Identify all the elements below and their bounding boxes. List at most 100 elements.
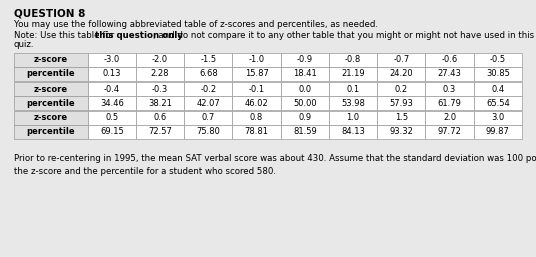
Bar [426, 82, 474, 96]
Bar [184, 67, 233, 81]
Bar [281, 125, 329, 139]
Text: -0.7: -0.7 [393, 56, 410, 65]
Text: quiz.: quiz. [14, 40, 34, 49]
Bar [14, 125, 88, 139]
Text: 0.6: 0.6 [153, 114, 167, 123]
Bar [14, 82, 88, 96]
Text: 24.20: 24.20 [390, 69, 413, 78]
Text: this question only: this question only [94, 31, 182, 40]
Bar [88, 96, 136, 110]
Bar [426, 53, 474, 67]
Text: -1.0: -1.0 [249, 56, 265, 65]
Text: 1.0: 1.0 [347, 114, 360, 123]
Text: 21.19: 21.19 [341, 69, 365, 78]
Text: -0.6: -0.6 [442, 56, 458, 65]
Bar [233, 125, 281, 139]
Text: 6.68: 6.68 [199, 69, 218, 78]
Text: -0.1: -0.1 [249, 85, 265, 94]
Bar [136, 125, 184, 139]
Bar [426, 96, 474, 110]
Bar [281, 67, 329, 81]
Text: 61.79: 61.79 [438, 98, 461, 107]
Text: 2.28: 2.28 [151, 69, 169, 78]
Bar [136, 96, 184, 110]
Text: 0.0: 0.0 [298, 85, 311, 94]
Bar [377, 96, 426, 110]
Text: 78.81: 78.81 [244, 127, 269, 136]
Text: 42.07: 42.07 [196, 98, 220, 107]
Text: 46.02: 46.02 [245, 98, 269, 107]
Bar [136, 53, 184, 67]
Bar [233, 111, 281, 125]
Bar [329, 53, 377, 67]
Bar [184, 53, 233, 67]
Text: 30.85: 30.85 [486, 69, 510, 78]
Bar [233, 67, 281, 81]
Text: -0.3: -0.3 [152, 85, 168, 94]
Bar [184, 82, 233, 96]
Text: 0.2: 0.2 [395, 85, 408, 94]
Bar [14, 96, 88, 110]
Text: z-score: z-score [34, 114, 68, 123]
Text: 69.15: 69.15 [100, 127, 124, 136]
Text: 53.98: 53.98 [341, 98, 365, 107]
Bar [377, 82, 426, 96]
Text: -0.5: -0.5 [490, 56, 506, 65]
Text: 97.72: 97.72 [438, 127, 461, 136]
Text: z-score: z-score [34, 56, 68, 65]
Text: 75.80: 75.80 [196, 127, 220, 136]
Text: -3.0: -3.0 [103, 56, 120, 65]
Text: 84.13: 84.13 [341, 127, 365, 136]
Text: 0.1: 0.1 [347, 85, 360, 94]
Text: 72.57: 72.57 [148, 127, 172, 136]
Bar [281, 111, 329, 125]
Bar [474, 125, 522, 139]
Text: z-score: z-score [34, 85, 68, 94]
Bar [14, 67, 88, 81]
Text: 1.5: 1.5 [395, 114, 408, 123]
Text: -0.2: -0.2 [200, 85, 217, 94]
Text: 0.9: 0.9 [298, 114, 311, 123]
Text: 57.93: 57.93 [390, 98, 413, 107]
Text: 15.87: 15.87 [244, 69, 269, 78]
Bar [88, 125, 136, 139]
Bar [233, 96, 281, 110]
Text: -1.5: -1.5 [200, 56, 217, 65]
Text: 38.21: 38.21 [148, 98, 172, 107]
Bar [377, 67, 426, 81]
Bar [474, 82, 522, 96]
Bar [426, 125, 474, 139]
Bar [281, 96, 329, 110]
Text: 2.0: 2.0 [443, 114, 456, 123]
Bar [281, 53, 329, 67]
Bar [377, 111, 426, 125]
Bar [474, 111, 522, 125]
Bar [184, 111, 233, 125]
Text: 93.32: 93.32 [390, 127, 413, 136]
Bar [136, 67, 184, 81]
Text: -0.9: -0.9 [297, 56, 313, 65]
Text: 0.7: 0.7 [202, 114, 215, 123]
Text: -2.0: -2.0 [152, 56, 168, 65]
Bar [233, 82, 281, 96]
Text: percentile: percentile [26, 69, 75, 78]
Bar [88, 82, 136, 96]
Bar [184, 96, 233, 110]
Bar [136, 111, 184, 125]
Bar [474, 96, 522, 110]
Text: -0.4: -0.4 [104, 85, 120, 94]
Text: , and do not compare it to any other table that you might or might not have used: , and do not compare it to any other tab… [153, 31, 534, 40]
Text: 18.41: 18.41 [293, 69, 317, 78]
Text: 65.54: 65.54 [486, 98, 510, 107]
Bar [329, 67, 377, 81]
Bar [14, 111, 88, 125]
Text: 0.13: 0.13 [102, 69, 121, 78]
Text: You may use the following abbreviated table of z-scores and percentiles, as need: You may use the following abbreviated ta… [14, 20, 378, 29]
Bar [377, 53, 426, 67]
Text: QUESTION 8: QUESTION 8 [14, 9, 85, 19]
Bar [329, 96, 377, 110]
Bar [377, 125, 426, 139]
Bar [281, 82, 329, 96]
Text: 99.87: 99.87 [486, 127, 510, 136]
Bar [474, 67, 522, 81]
